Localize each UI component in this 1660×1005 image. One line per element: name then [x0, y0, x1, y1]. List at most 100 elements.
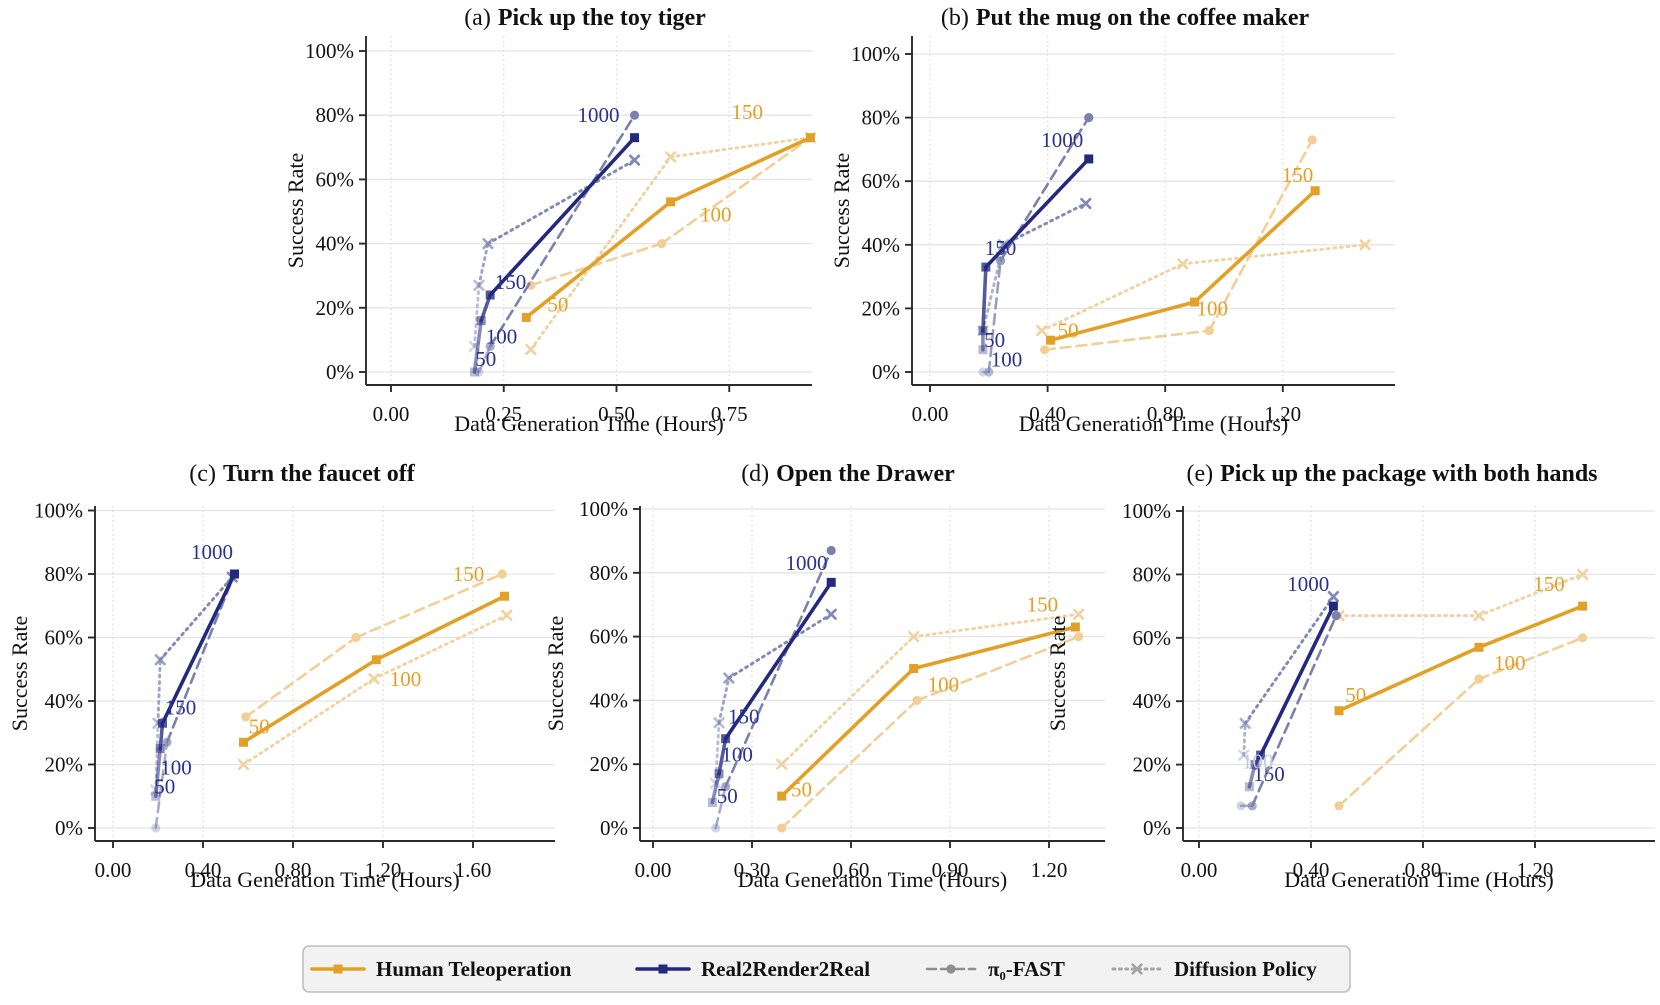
data-point-r2r2r-100: [1250, 760, 1260, 770]
subplot-title: (e) Pick up the package with both hands: [1186, 461, 1597, 487]
x-tick-label: 0.00: [635, 858, 672, 882]
data-point-dp_blue-1000: [1080, 197, 1092, 210]
series-line-segment: [488, 135, 637, 297]
y-tick-label: 60%: [45, 626, 84, 650]
data-point-r2r2r-100: [978, 326, 988, 336]
data-point-dp_blue-1000: [825, 608, 837, 620]
data-point-human_teleop-150: [1578, 601, 1588, 611]
series-line-segment: [912, 612, 1081, 639]
data-point-dp_blue-150: [482, 237, 494, 250]
x-tick-label: 0.80: [1147, 402, 1184, 426]
data-point-pi0_fast_orange-100: [1474, 674, 1484, 684]
series-line-segment: [242, 677, 376, 766]
data-point-human_teleop-50: [1046, 335, 1056, 345]
data-point-r2r2r-150: [721, 734, 731, 744]
legend-label: π₀-FAST: [988, 957, 1065, 981]
series-line-segment: [1192, 188, 1317, 304]
data-point-pi0_fast_orange-50: [241, 712, 251, 722]
series-line-segment: [472, 318, 484, 374]
series-pi0_fast_blue: [711, 545, 836, 833]
series-human_teleop: [1334, 601, 1588, 716]
data-point-pi0_fast_blue-100: [721, 781, 731, 792]
annotation-demo-count: 150: [1027, 593, 1059, 617]
series-line-segment: [984, 157, 1091, 269]
series-line-segment: [244, 636, 358, 719]
data-point-dp_orange-100: [1177, 258, 1189, 270]
data-point-r2r2r-50: [1244, 782, 1254, 792]
data-point-r2r2r-1000: [630, 133, 640, 143]
x-tick-label: 0.50: [598, 402, 635, 426]
subplot-b: 0% 20% 40% 60% 80% 100% 0.00 0.40 0.80 1.20 1000 15…: [829, 5, 1395, 436]
series-line-segment: [1048, 300, 1197, 343]
data-point-human_teleop-150: [805, 133, 815, 143]
series-line-segment: [1208, 138, 1314, 332]
data-point-r2r2r-1000: [230, 569, 239, 579]
series-pi0_fast_orange: [1334, 633, 1588, 811]
data-point-r2r2r-1000: [826, 577, 836, 587]
y-tick-label: 80%: [316, 103, 355, 127]
series-line-segment: [717, 676, 731, 725]
series-dp_blue: [1238, 590, 1340, 761]
x-tick-label: 1.60: [455, 858, 492, 882]
series-line-segment: [1043, 329, 1211, 352]
data-point-dp_orange-50: [237, 758, 250, 771]
data-point-r2r2r-1000: [1084, 154, 1094, 164]
y-tick-label: 80%: [45, 562, 84, 586]
y-tick-label: 40%: [590, 688, 629, 712]
y-tick-label: 100%: [34, 499, 83, 523]
series-line-segment: [780, 699, 919, 830]
series-line-segment: [1477, 636, 1584, 681]
data-point-dp_orange-100: [664, 151, 677, 163]
data-point-pi0_fast_orange-150: [1578, 633, 1588, 643]
y-axis-label: Success Rate: [1045, 616, 1070, 731]
series-dp_orange: [237, 609, 513, 771]
data-point-pi0_fast_orange-100: [657, 239, 667, 249]
data-point-dp_orange-100: [368, 673, 380, 685]
series-pi0_fast_blue: [474, 110, 640, 377]
subplot-a: 0% 20% 40% 60% 80% 100% 0.00 0.25 0.50 0.75 1000 15…: [283, 5, 817, 436]
series-line-segment: [488, 113, 636, 348]
data-point-r2r2r-150: [981, 262, 991, 272]
data-point-human_teleop-100: [666, 197, 676, 207]
y-tick-label: 40%: [862, 233, 901, 257]
y-tick-label: 20%: [590, 752, 629, 776]
series-human_teleop: [521, 133, 815, 322]
x-tick-label: 0.40: [1029, 402, 1066, 426]
data-point-dp_orange-150: [1359, 239, 1371, 251]
series-line-segment: [1002, 202, 1088, 247]
data-point-human_teleop-50: [521, 312, 531, 322]
legend-marker-square: [658, 964, 668, 974]
x-tick-label: 0.00: [1181, 858, 1218, 882]
annotation-demo-count: 50: [984, 328, 1005, 352]
series-line-segment: [723, 580, 834, 741]
data-point-pi0_fast_blue-1000: [629, 110, 640, 120]
data-point-pi0_fast_blue-1000: [1084, 113, 1094, 123]
subplot-e: 0% 20% 40% 60% 80% 100% 0.00 0.40 0.80 1.20 1000 15…: [1045, 461, 1655, 892]
data-point-dp_orange-150: [501, 609, 513, 621]
data-point-pi0_fast_blue-50: [151, 823, 161, 833]
series-line-segment: [160, 572, 237, 726]
series-line-segment: [1242, 721, 1247, 757]
data-point-pi0_fast_blue-1000: [1331, 611, 1341, 621]
series-line-segment: [714, 785, 727, 830]
series-line-segment: [710, 771, 721, 805]
x-tick-label: 0.30: [734, 858, 771, 882]
series-line-segment: [1337, 677, 1481, 808]
y-tick-label: 100%: [851, 42, 900, 66]
series-line-segment: [1258, 604, 1336, 757]
data-point-dp_blue-150: [1239, 717, 1251, 730]
series-line-segment: [724, 549, 833, 788]
data-point-pi0_fast_orange-100: [1204, 326, 1214, 336]
series-human_teleop: [777, 622, 1080, 801]
x-tick-label: 0.25: [485, 402, 522, 426]
data-point-human_teleop-100: [909, 664, 919, 673]
annotation-demo-count: 100: [991, 347, 1023, 371]
data-point-human_teleop-100: [371, 655, 381, 665]
x-axis-label: Data Generation Time (Hours): [454, 411, 723, 436]
x-tick-label: 1.20: [365, 858, 402, 882]
annotation-demo-count: 1000: [1041, 128, 1083, 152]
data-point-r2r2r-50: [978, 345, 988, 355]
subplot-title-prefix: (c): [189, 461, 216, 487]
